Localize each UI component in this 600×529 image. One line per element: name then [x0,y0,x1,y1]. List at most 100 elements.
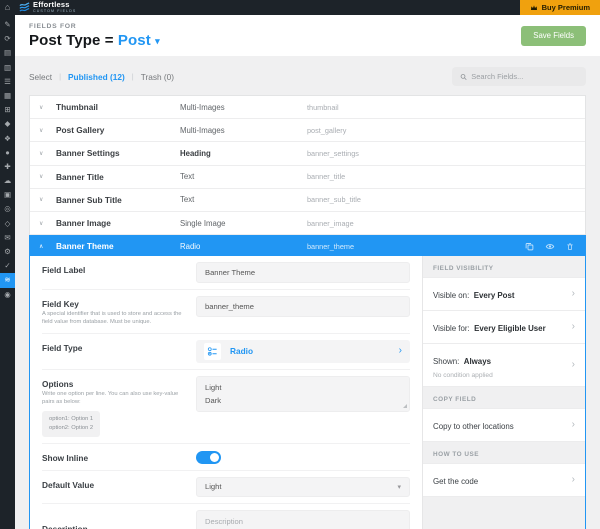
toggle-knob [210,452,219,462]
sidebar-icon-cloud[interactable]: ☁ [3,176,12,186]
shown-setting[interactable]: Shown: Always No condition applied › [423,344,585,387]
expanded-field-panel: ∧ Banner Theme Radio banner_theme Fi [29,235,586,529]
tab-trash[interactable]: Trash (0) [140,71,175,82]
buy-premium-button[interactable]: Buy Premium [519,0,600,15]
field-row-banner-title[interactable]: ∨ Banner Title Text banner_title [30,166,585,189]
field-settings-sidebar: FIELD VISIBILITY Visible on: Every Post … [422,256,585,529]
sidebar-icon-appearance[interactable]: ◆ [4,119,11,129]
sidebar-icon-custom-fields[interactable]: ≋ [0,273,15,288]
field-label: Banner Title [56,171,104,182]
visible-on-setting[interactable]: Visible on: Every Post › [423,277,585,312]
sidebar-icon-comments[interactable]: ☰ [4,76,11,86]
options-label: Options [42,378,74,389]
field-settings-form: Field Label Field Key A special identifi… [30,256,422,529]
field-label: Banner Theme [56,241,114,252]
section-heading-field-visibility: FIELD VISIBILITY [433,265,494,273]
field-row-banner-sub-title[interactable]: ∨ Banner Sub Title Text banner_sub_title [30,189,585,212]
chevron-down-icon: ∨ [39,174,44,181]
sidebar-icon-pages[interactable]: ▥ [3,62,12,72]
field-label-label: Field Label [42,265,86,276]
toolbar: Select | Published (12) | Trash (0) [15,56,600,95]
search-input[interactable] [471,72,578,81]
sidebar-icon-tools[interactable]: ✚ [4,161,11,171]
main-area: FIELDS FOR Post Type = Post ▾ Save Field… [15,0,600,529]
options-textarea[interactable]: Light Dark [196,375,410,412]
tab-published[interactable]: Published (12) [68,71,125,82]
waves-logo-icon [19,2,30,12]
show-inline-toggle[interactable] [196,450,221,464]
field-type: Multi-Images [180,125,225,135]
chevron-right-icon: › [571,418,575,430]
sidebar-icon-plugins[interactable]: ❖ [4,133,11,143]
description-textarea[interactable] [196,509,410,529]
post-type-dropdown[interactable]: Post ▾ [117,31,160,49]
brand-logo[interactable]: Effortless CUSTOM FIELDS [19,1,76,13]
visible-for-setting[interactable]: Visible for: Every Eligible User › [423,311,585,345]
field-key: post_gallery [307,125,347,135]
trash-icon [567,243,573,250]
search-fields-box[interactable] [452,67,586,86]
field-row-thumbnail[interactable]: ∨ Thumbnail Multi-Images thumbnail [30,96,585,120]
sidebar-icon-updates[interactable]: ⟳ [4,34,11,44]
sidebar-icon-media[interactable]: ▤ [3,48,12,58]
tab-select[interactable]: Select [29,71,53,82]
field-label: Banner Settings [56,148,120,159]
sidebar-icon-grid[interactable]: ⊞ [4,105,11,115]
copy-to-other-locations[interactable]: Copy to other locations › [423,407,585,442]
chevron-right-icon: › [571,473,575,485]
field-type: Radio [180,241,201,251]
field-type: Heading [180,148,211,158]
chevron-down-icon: ∨ [39,197,44,204]
field-key: banner_theme [307,241,355,251]
sidebar-icon-seo[interactable]: ◎ [4,204,11,214]
sidebar-icon-gear[interactable]: ◉ [4,289,11,299]
get-the-code[interactable]: Get the code › [423,462,585,497]
field-type: Multi-Images [180,102,225,112]
form-row-default-value: Default Value Light ▾ [42,471,410,504]
save-fields-button[interactable]: Save Fields [521,25,586,46]
field-label: Banner Image [56,218,111,229]
field-type-value: Radio [230,346,254,357]
shown-condition-subtext: No condition applied [433,371,493,379]
sidebar-icon-posts[interactable]: ✎ [4,20,11,29]
duplicate-field-button[interactable] [525,242,534,251]
field-row-banner-settings[interactable]: ∨ Banner Settings Heading banner_setting… [30,142,585,166]
page-header: FIELDS FOR Post Type = Post ▾ Save Field… [15,15,600,56]
expanded-field-header[interactable]: ∧ Banner Theme Radio banner_theme [30,236,585,257]
admin-sidebar: ✎ ⟳ ▤ ▥ ☰ ▦ ⊞ ◆ ❖ ● ✚ ☁ ▣ ◎ ◇ ✉ ⚙ ✓ ≋ ◉ [0,15,15,529]
duplicate-icon [525,242,534,250]
hide-field-button[interactable] [545,242,555,251]
buy-premium-label: Buy Premium [541,3,590,12]
fields-list: ∨ Thumbnail Multi-Images thumbnail ∨ Pos… [29,95,586,236]
sidebar-icon-mail[interactable]: ✉ [4,232,11,242]
delete-field-button[interactable] [566,242,574,251]
field-key-description: A special identifier that is used to sto… [42,311,182,325]
tab-divider: | [59,72,62,81]
field-label: Thumbnail [56,102,98,113]
section-heading-how-to-use: HOW TO USE [433,450,480,458]
field-row-banner-image[interactable]: ∨ Banner Image Single Image banner_image [30,212,585,236]
field-type: Single Image [180,218,226,228]
field-type: Text [180,172,195,182]
sidebar-icon-gallery[interactable]: ▣ [3,190,12,200]
sidebar-icon-approved[interactable]: ✓ [4,261,11,271]
sidebar-icon-settings[interactable]: ⚙ [4,247,11,256]
field-type-select[interactable]: Radio › [196,339,410,363]
field-key-label: Field Key [42,299,79,310]
chevron-up-icon: ∧ [39,243,44,250]
page-title-prefix: Post Type = [29,31,114,49]
field-key: banner_sub_title [307,195,361,205]
chevron-down-icon: ∨ [39,127,44,134]
sidebar-icon-users[interactable]: ● [5,147,10,157]
sidebar-icon-move[interactable]: ◇ [4,218,11,228]
field-key-input[interactable] [196,296,410,318]
chevron-right-icon: › [571,358,575,370]
sidebar-icon-forms[interactable]: ▦ [3,90,12,100]
home-icon[interactable]: ⌂ [4,2,11,12]
default-value-select[interactable]: Light ▾ [196,476,410,497]
chevron-right-icon: › [398,345,402,357]
field-row-post-gallery[interactable]: ∨ Post Gallery Multi-Images post_gallery [30,119,585,143]
field-label-input[interactable] [196,262,410,284]
chevron-down-icon: ∨ [39,150,44,157]
